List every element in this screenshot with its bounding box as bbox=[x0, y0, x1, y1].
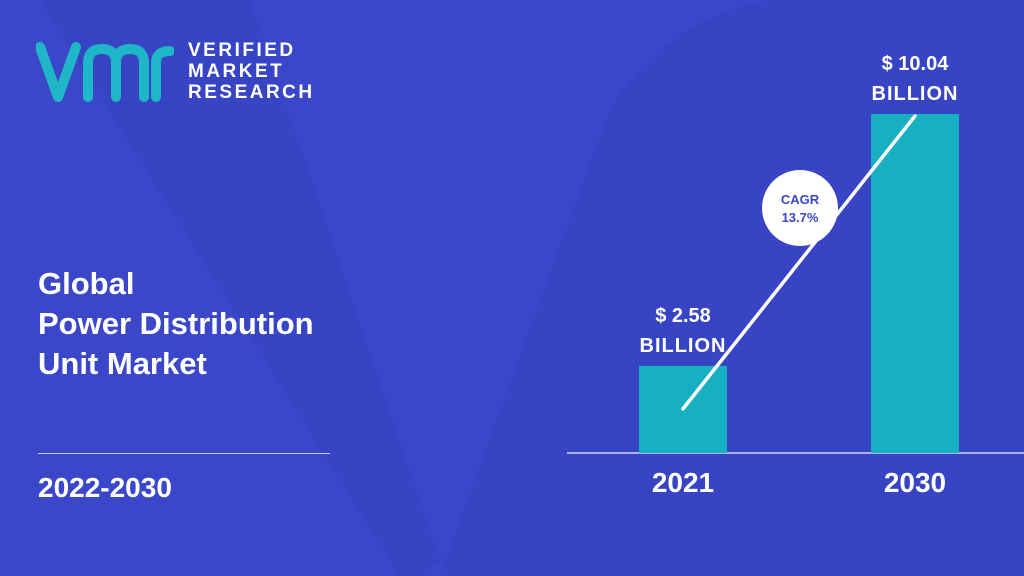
brand-line-2: MARKET bbox=[188, 61, 285, 82]
value-label-amount-2030: $ 10.04 bbox=[882, 53, 950, 75]
forecast-period: 2022-2030 bbox=[38, 472, 172, 503]
bar-2030 bbox=[871, 114, 959, 453]
x-tick-label-2021: 2021 bbox=[652, 467, 714, 498]
cagr-value: 13.7% bbox=[782, 210, 819, 225]
cagr-trend-line bbox=[681, 114, 917, 411]
title-line-3: Unit Market bbox=[38, 346, 207, 381]
value-label-unit-2030: BILLION bbox=[872, 83, 959, 105]
brand-name: VERIFIED MARKET RESEARCH bbox=[188, 40, 315, 103]
x-tick-label-2030: 2030 bbox=[884, 467, 946, 498]
brand-logo: VERIFIED MARKET RESEARCH bbox=[36, 40, 315, 103]
brand-line-1: VERIFIED bbox=[188, 40, 296, 61]
title-line-1: Global bbox=[38, 266, 135, 301]
brand-line-3: RESEARCH bbox=[188, 82, 315, 103]
report-title: Global Power Distribution Unit Market bbox=[38, 264, 314, 384]
cagr-label: CAGR bbox=[781, 192, 820, 207]
title-divider bbox=[38, 453, 330, 454]
title-line-2: Power Distribution bbox=[38, 306, 314, 341]
value-label-amount-2021: $ 2.58 bbox=[655, 305, 711, 327]
vmr-logo-icon bbox=[36, 41, 174, 102]
value-label-unit-2021: BILLION bbox=[640, 335, 727, 357]
cagr-badge bbox=[762, 170, 838, 246]
